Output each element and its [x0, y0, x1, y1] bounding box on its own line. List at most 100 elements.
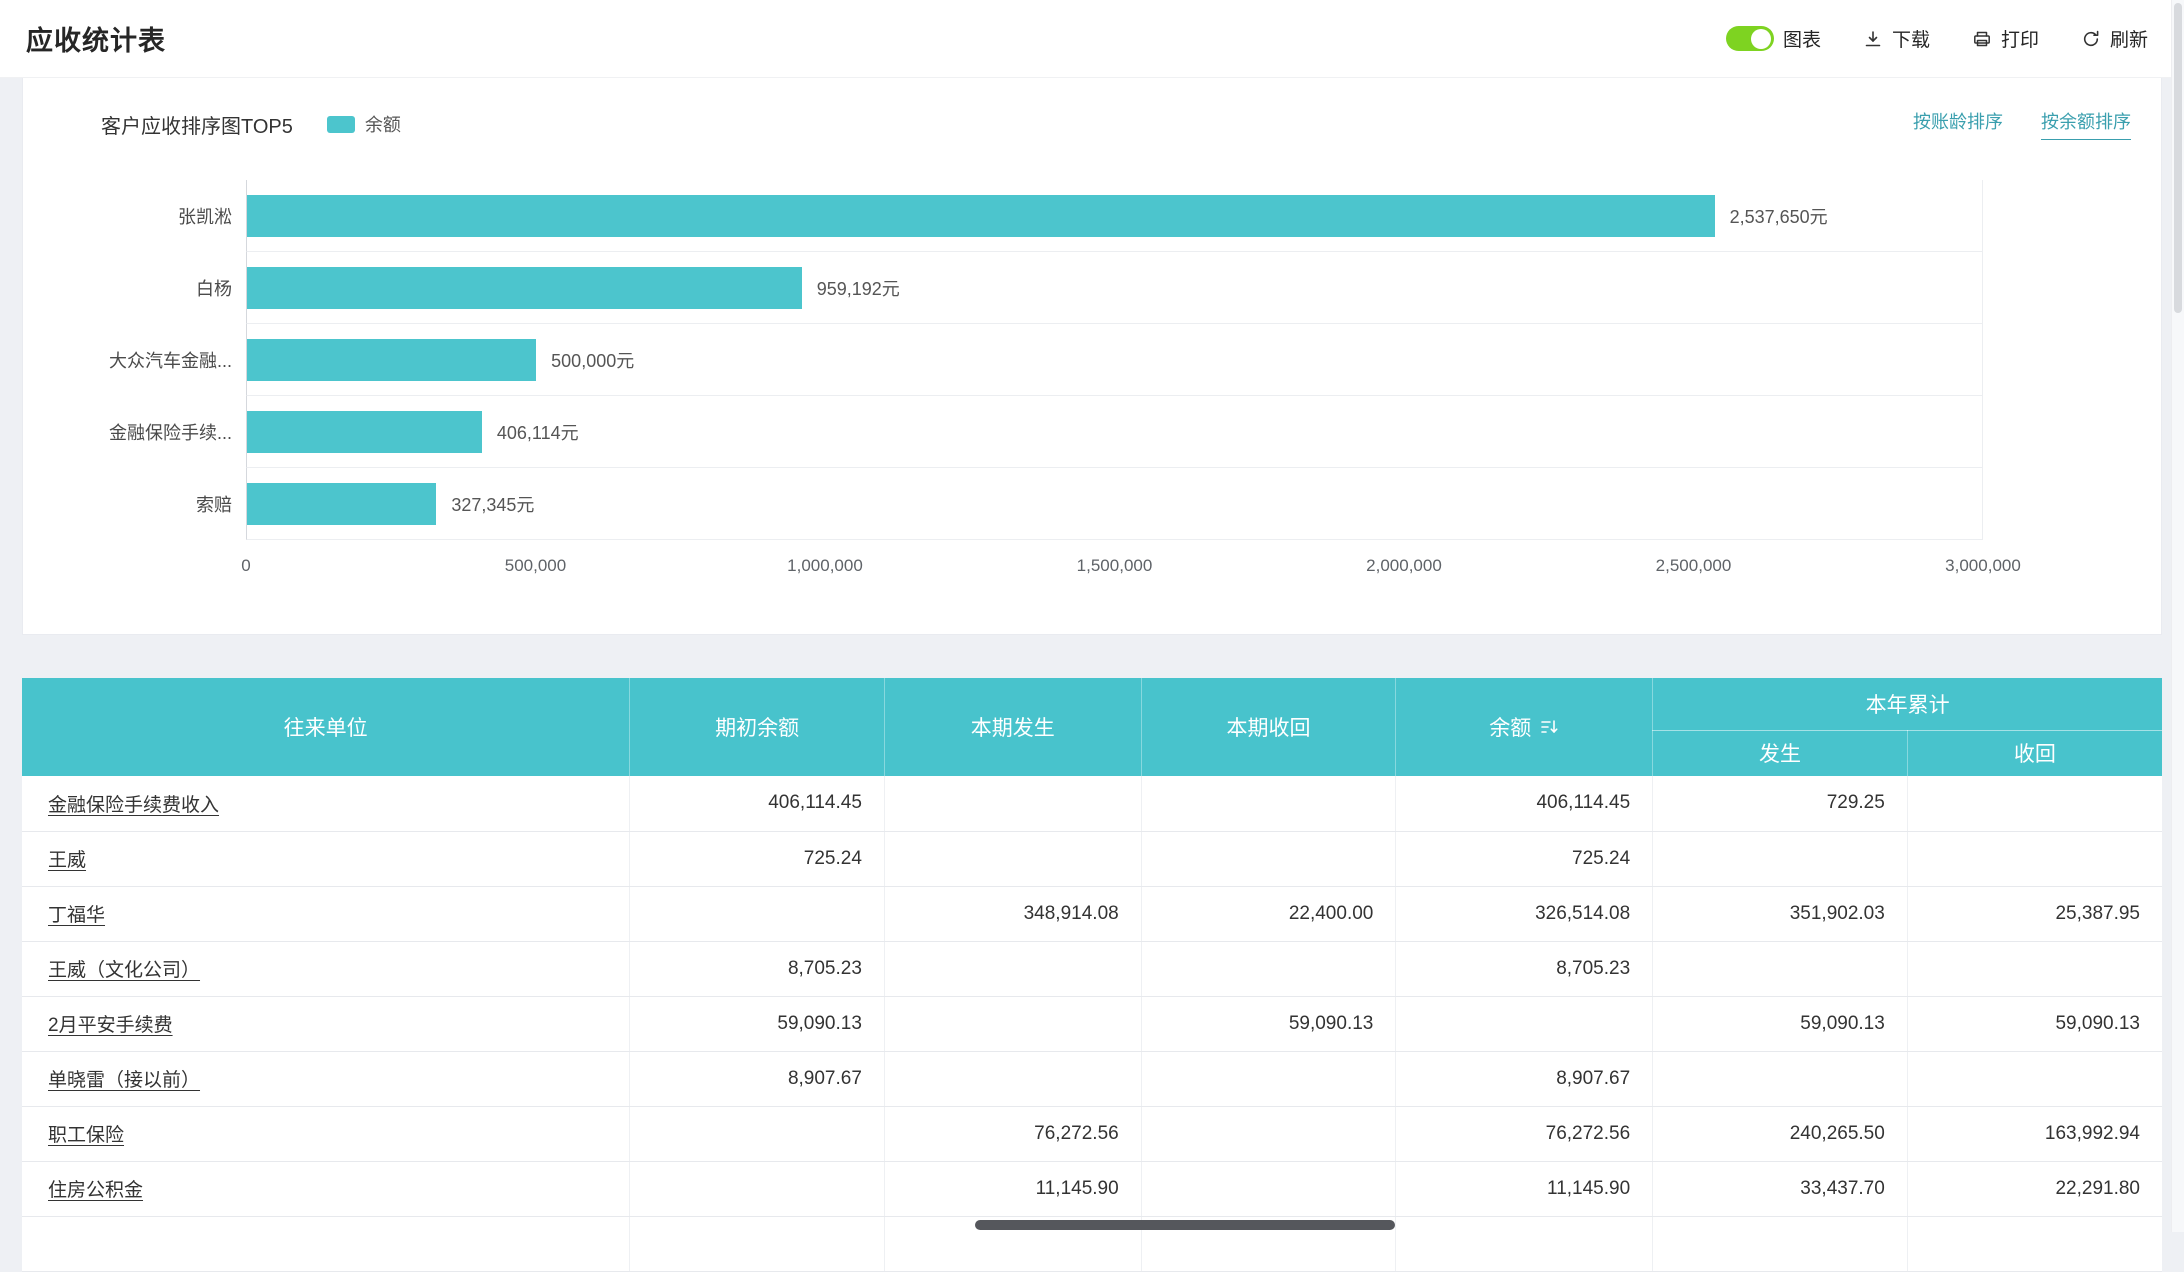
- bar-value-label: 406,114元: [497, 419, 579, 445]
- cell-balance: 8,907.67: [1396, 1051, 1653, 1106]
- legend-label: 余额: [365, 111, 401, 137]
- col-header-current-received: 本期收回: [1141, 678, 1396, 776]
- bar-category-label: 大众汽车金融...: [23, 324, 246, 396]
- col-header-current-occurred: 本期发生: [884, 678, 1141, 776]
- table-row: 职工保险 76,272.56 76,272.56 240,265.50 163,…: [22, 1106, 2162, 1161]
- cell-balance: [1396, 1216, 1653, 1271]
- bar-track: 406,114元: [246, 396, 1983, 468]
- cell-current-received: [1141, 1161, 1396, 1216]
- x-axis-tick: 1,500,000: [1077, 556, 1153, 576]
- sort-by-aging-link[interactable]: 按账龄排序: [1913, 108, 2003, 140]
- cell-current-received: [1141, 1106, 1396, 1161]
- bar-track: 327,345元: [246, 468, 1983, 540]
- bar-value-label: 2,537,650元: [1730, 203, 1828, 229]
- horizontal-scrollbar-thumb[interactable]: [975, 1220, 1395, 1230]
- cell-balance: 406,114.45: [1396, 776, 1653, 831]
- cell-opening-balance: 725.24: [630, 831, 885, 886]
- cell-opening-balance: [630, 1106, 885, 1161]
- bar-plot: 张凯淞 2,537,650元 白杨 959,192元 大众汽车金融... 500…: [23, 180, 2161, 540]
- sort-descending-icon[interactable]: [1539, 717, 1559, 737]
- cell-ytd-occurred: [1653, 1051, 1908, 1106]
- bar: [247, 411, 482, 453]
- bar-value-label: 327,345元: [451, 491, 534, 517]
- cell-ytd-received: [1907, 1051, 2162, 1106]
- cell-current-received: 59,090.13: [1141, 996, 1396, 1051]
- cell-opening-balance: 8,907.67: [630, 1051, 885, 1106]
- toggle-knob-icon: [1751, 29, 1771, 49]
- bar-track: 500,000元: [246, 324, 1983, 396]
- unit-link[interactable]: 王威: [48, 850, 86, 871]
- unit-link[interactable]: 单晓雷（接以前）: [48, 1070, 200, 1091]
- cell-balance: 8,705.23: [1396, 941, 1653, 996]
- print-button[interactable]: 打印: [1972, 25, 2039, 52]
- cell-opening-balance: [630, 1161, 885, 1216]
- chart-card: 客户应收排序图TOP5 余额 按账龄排序 按余额排序 张凯淞 2,537,650…: [22, 78, 2162, 635]
- download-button[interactable]: 下载: [1863, 25, 1930, 52]
- cell-ytd-occurred: 33,437.70: [1653, 1161, 1908, 1216]
- cell-balance: 326,514.08: [1396, 886, 1653, 941]
- cell-ytd-occurred: 351,902.03: [1653, 886, 1908, 941]
- chart-title: 客户应收排序图TOP5: [101, 110, 293, 139]
- refresh-button[interactable]: 刷新: [2081, 25, 2148, 52]
- cell-current-received: [1141, 831, 1396, 886]
- bar-row: 白杨 959,192元: [23, 252, 2161, 324]
- refresh-label: 刷新: [2110, 25, 2148, 52]
- col-header-ytd-received: 收回: [1907, 730, 2162, 776]
- table-row: 住房公积金 11,145.90 11,145.90 33,437.70 22,2…: [22, 1161, 2162, 1216]
- bar-category-label: 金融保险手续...: [23, 396, 246, 468]
- table-body: 金融保险手续费收入 406,114.45 406,114.45 729.25 王…: [22, 776, 2162, 1271]
- cell-ytd-received: [1907, 941, 2162, 996]
- bar-value-label: 500,000元: [551, 347, 634, 373]
- cell-current-occurred: 76,272.56: [884, 1106, 1141, 1161]
- table-row: 王威（文化公司） 8,705.23 8,705.23: [22, 941, 2162, 996]
- cell-opening-balance: 59,090.13: [630, 996, 885, 1051]
- vertical-scrollbar-thumb[interactable]: [2174, 3, 2182, 313]
- col-header-unit: 往来单位: [22, 678, 630, 776]
- chart-toggle[interactable]: [1726, 26, 1774, 51]
- x-axis-tick: 500,000: [505, 556, 566, 576]
- cell-current-occurred: 348,914.08: [884, 886, 1141, 941]
- cell-ytd-received: 22,291.80: [1907, 1161, 2162, 1216]
- cell-ytd-occurred: 729.25: [1653, 776, 1908, 831]
- bar-track: 2,537,650元: [246, 180, 1983, 252]
- cell-ytd-occurred: [1653, 941, 1908, 996]
- cell-ytd-occurred: [1653, 831, 1908, 886]
- bar-value-label: 959,192元: [817, 275, 900, 301]
- receivables-table-grid: 往来单位 期初余额 本期发生 本期收回 余额 本年累计 发生 收回: [22, 678, 2162, 1272]
- x-axis-tick: 2,000,000: [1366, 556, 1442, 576]
- sort-by-balance-link[interactable]: 按余额排序: [2041, 108, 2131, 140]
- unit-link[interactable]: 金融保险手续费收入: [48, 795, 219, 816]
- chart-toggle-group: 图表: [1726, 25, 1821, 52]
- cell-current-occurred: [884, 996, 1141, 1051]
- table-row: 金融保险手续费收入 406,114.45 406,114.45 729.25: [22, 776, 2162, 831]
- cell-opening-balance: [630, 1216, 885, 1271]
- bar-category-label: 白杨: [23, 252, 246, 324]
- unit-link[interactable]: 丁福华: [48, 905, 105, 926]
- cell-balance: 11,145.90: [1396, 1161, 1653, 1216]
- bar: [247, 339, 536, 381]
- bar: [247, 267, 802, 309]
- vertical-scrollbar[interactable]: [2171, 0, 2184, 1232]
- app-header: 应收统计表 图表 下载 打印 刷新: [0, 0, 2184, 78]
- table-header: 往来单位 期初余额 本期发生 本期收回 余额 本年累计 发生 收回: [22, 678, 2162, 776]
- bar-track: 959,192元: [246, 252, 1983, 324]
- page-title: 应收统计表: [26, 19, 166, 58]
- col-header-balance[interactable]: 余额: [1396, 678, 1653, 776]
- cell-ytd-received: 59,090.13: [1907, 996, 2162, 1051]
- unit-link[interactable]: 住房公积金: [48, 1180, 143, 1201]
- cell-balance: [1396, 996, 1653, 1051]
- col-header-ytd-occurred: 发生: [1653, 730, 1908, 776]
- table-row: 单晓雷（接以前） 8,907.67 8,907.67: [22, 1051, 2162, 1106]
- unit-link[interactable]: 王威（文化公司）: [48, 960, 200, 981]
- balance-header-label: 余额: [1489, 712, 1531, 742]
- cell-current-occurred: 11,145.90: [884, 1161, 1141, 1216]
- cell-ytd-occurred: 240,265.50: [1653, 1106, 1908, 1161]
- unit-link[interactable]: 2月平安手续费: [48, 1015, 173, 1036]
- legend: 余额: [327, 111, 401, 137]
- cell-ytd-received: [1907, 1216, 2162, 1271]
- download-icon: [1863, 29, 1883, 49]
- unit-link[interactable]: 职工保险: [48, 1125, 124, 1146]
- col-header-ytd: 本年累计: [1653, 678, 2162, 730]
- cell-current-received: [1141, 776, 1396, 831]
